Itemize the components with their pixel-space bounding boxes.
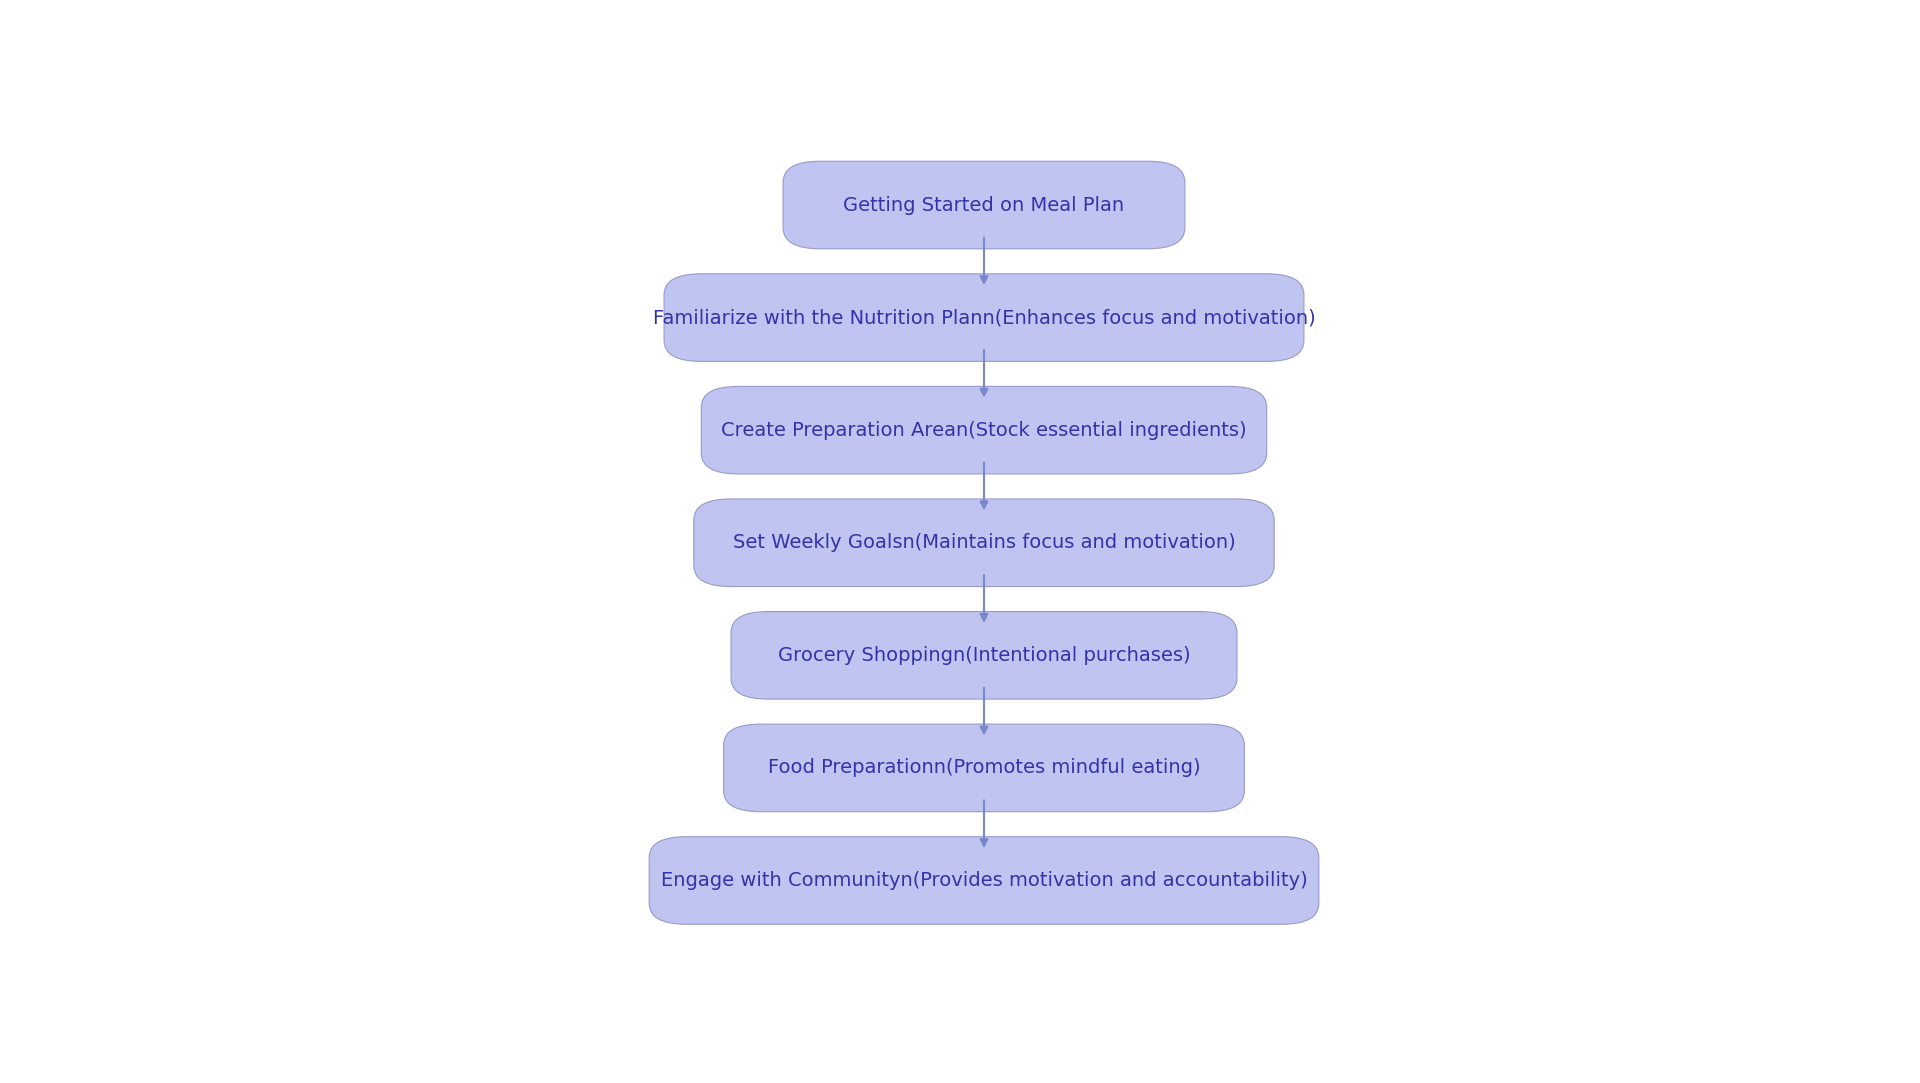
Text: Food Preparationn(Promotes mindful eating): Food Preparationn(Promotes mindful eatin… xyxy=(768,758,1200,778)
Text: Familiarize with the Nutrition Plann(Enhances focus and motivation): Familiarize with the Nutrition Plann(Enh… xyxy=(653,308,1315,327)
Text: Engage with Communityn(Provides motivation and accountability): Engage with Communityn(Provides motivati… xyxy=(660,871,1308,890)
FancyBboxPatch shape xyxy=(693,499,1275,587)
Text: Create Preparation Arean(Stock essential ingredients): Create Preparation Arean(Stock essential… xyxy=(722,420,1246,440)
FancyBboxPatch shape xyxy=(649,837,1319,924)
Text: Grocery Shoppingn(Intentional purchases): Grocery Shoppingn(Intentional purchases) xyxy=(778,645,1190,665)
FancyBboxPatch shape xyxy=(664,274,1304,362)
FancyBboxPatch shape xyxy=(724,725,1244,811)
FancyBboxPatch shape xyxy=(783,161,1185,249)
Text: Getting Started on Meal Plan: Getting Started on Meal Plan xyxy=(843,196,1125,214)
FancyBboxPatch shape xyxy=(701,387,1267,474)
FancyBboxPatch shape xyxy=(732,612,1236,700)
Text: Set Weekly Goalsn(Maintains focus and motivation): Set Weekly Goalsn(Maintains focus and mo… xyxy=(733,533,1235,552)
